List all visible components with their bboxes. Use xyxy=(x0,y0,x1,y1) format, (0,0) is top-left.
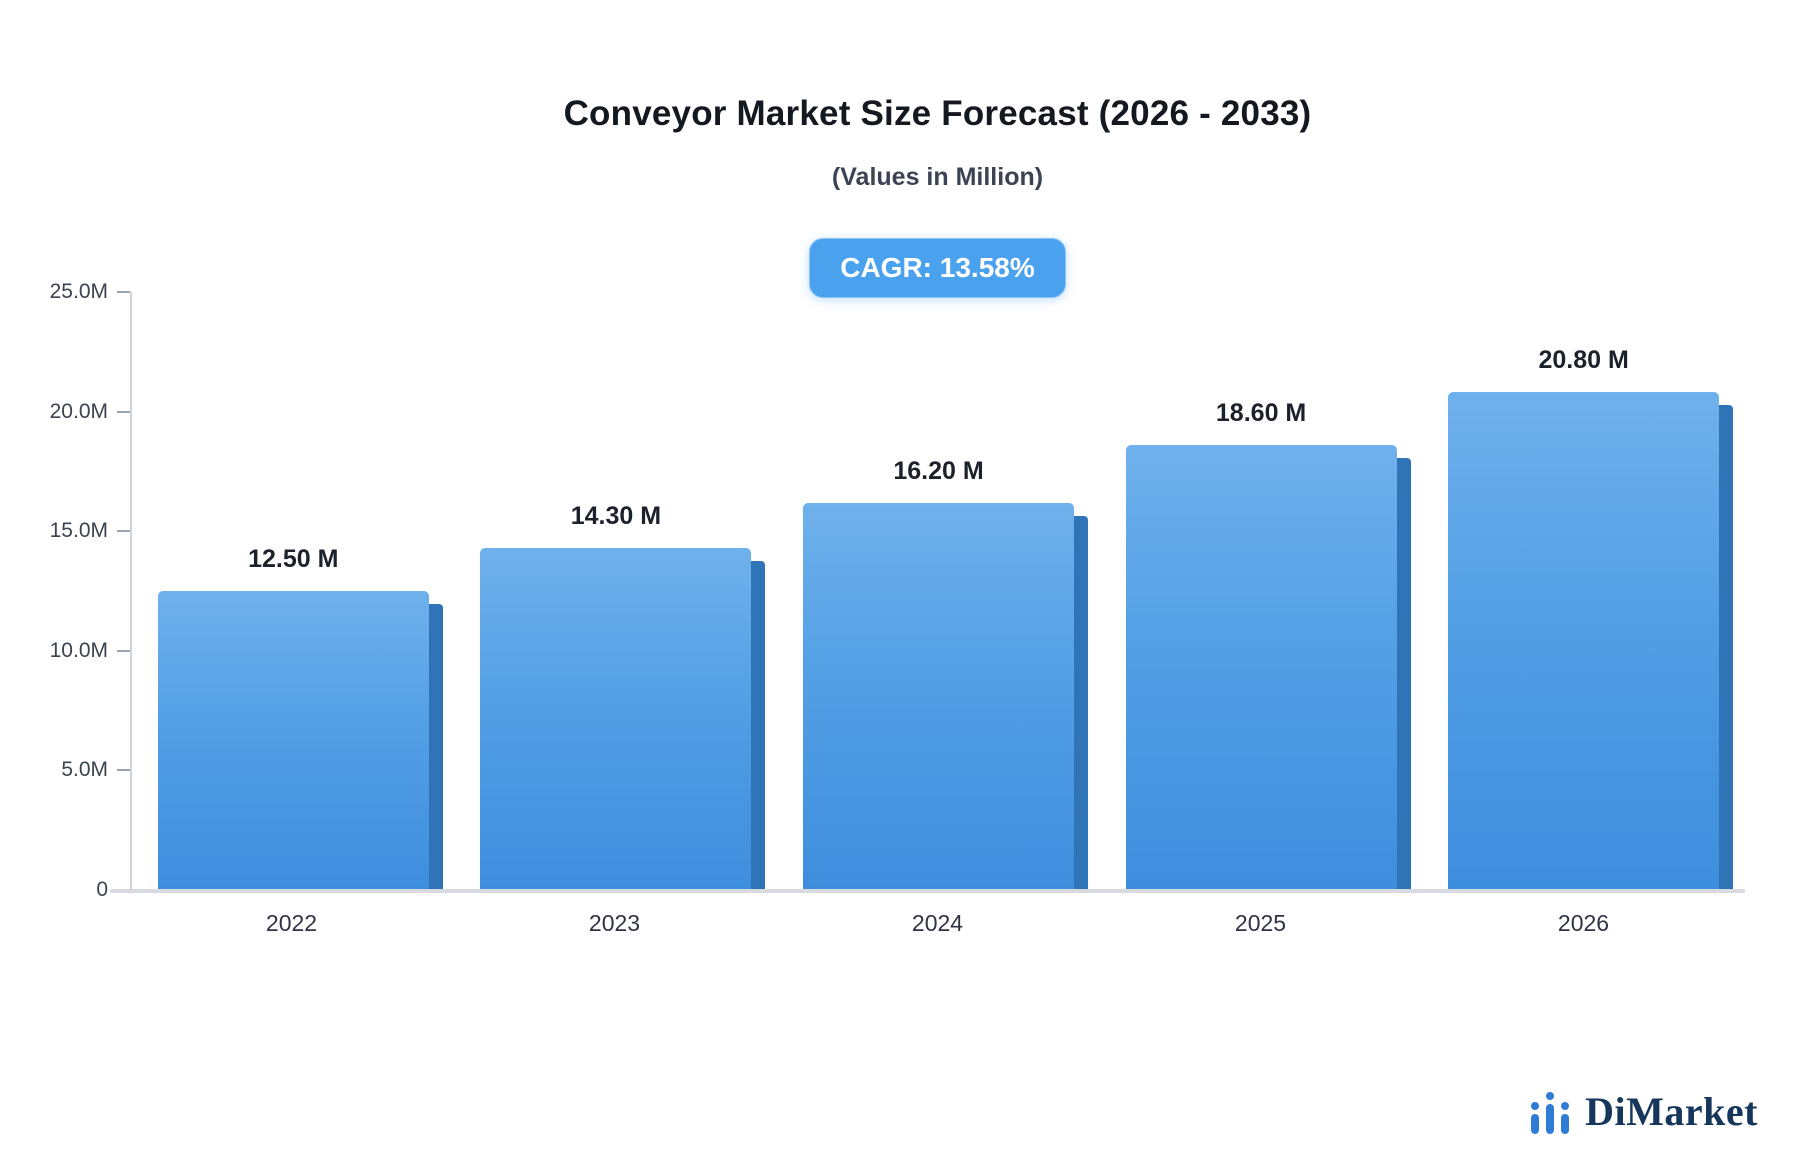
tick-mark xyxy=(117,649,130,652)
plot-area: 12.50 M 14.30 M 16.20 M 18.60 M 20.80 M xyxy=(110,292,1745,893)
x-label-2025: 2025 xyxy=(1234,910,1287,936)
bar-chart-icon xyxy=(1531,1091,1570,1134)
bar-2025[interactable]: 18.60 M xyxy=(1125,399,1411,890)
bar-slot-2022: 12.50 M xyxy=(132,292,455,890)
chart-subtitle: (Values in Million) xyxy=(831,163,1044,191)
y-tick-10.0M: 10.0M xyxy=(0,639,130,663)
x-axis-baseline xyxy=(110,889,1745,893)
chart-header: Conveyor Market Size Forecast (2026 - 20… xyxy=(130,94,1745,298)
x-label-2026: 2026 xyxy=(1557,910,1610,936)
x-axis-labels: 2022 2023 2024 2025 2026 xyxy=(130,910,1745,937)
bar-value-label: 20.80 M xyxy=(1538,346,1629,375)
cagr-badge: CAGR: 13.58% xyxy=(809,238,1066,298)
x-label-2024: 2024 xyxy=(911,910,964,936)
x-label-2022: 2022 xyxy=(265,910,318,936)
bar-slot-2026: 20.80 M xyxy=(1422,292,1745,890)
bar-2023[interactable]: 14.30 M xyxy=(480,502,766,891)
y-tick-5.0M: 5.0M xyxy=(0,758,130,782)
brand-logo: DiMarket xyxy=(1527,1088,1758,1135)
bar-slot-2023: 14.30 M xyxy=(455,292,778,891)
bar-value-label: 18.60 M xyxy=(1215,399,1307,428)
tick-mark xyxy=(117,291,130,293)
y-tick-25.0M: 25.0M xyxy=(0,280,130,304)
y-axis: 25.0M 20.0M 15.0M 10.0M 5.0M 0 xyxy=(0,280,130,901)
tick-mark xyxy=(117,530,130,533)
bar-2022[interactable]: 12.50 M xyxy=(157,545,443,890)
tick-mark xyxy=(117,410,130,413)
y-tick-20.0M: 20.0M xyxy=(0,400,130,424)
bar-2026[interactable]: 20.80 M xyxy=(1448,346,1734,890)
brand-name: DiMarket xyxy=(1585,1089,1758,1134)
tick-mark xyxy=(117,769,130,772)
bar-value-label: 12.50 M xyxy=(248,545,339,573)
bar-slot-2024: 16.20 M xyxy=(777,292,1100,890)
bar-slot-2025: 18.60 M xyxy=(1100,292,1423,890)
chart-title: Conveyor Market Size Forecast (2026 - 20… xyxy=(563,94,1312,133)
bar-series: 12.50 M 14.30 M 16.20 M 18.60 M 20.80 M xyxy=(132,292,1745,891)
y-tick-15.0M: 15.0M xyxy=(0,519,130,543)
x-label-2023: 2023 xyxy=(588,910,641,936)
bar-2024[interactable]: 16.20 M xyxy=(803,457,1088,890)
bar-value-label: 16.20 M xyxy=(893,456,984,485)
bar-value-label: 14.30 M xyxy=(570,501,662,530)
